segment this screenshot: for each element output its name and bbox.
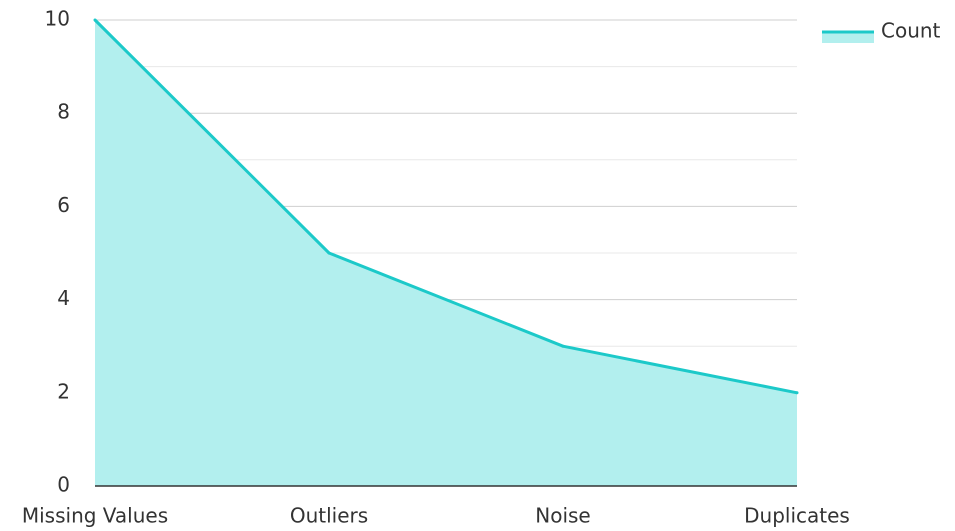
y-tick-label: 2 [57, 379, 70, 403]
y-tick-label: 10 [45, 7, 70, 31]
data-point-duplicates [795, 391, 799, 395]
axes: 0 2 4 6 8 10 Missing Values Outliers Noise Duplic… [22, 7, 850, 528]
legend: Count [822, 19, 941, 43]
y-tick-label: 4 [57, 286, 70, 310]
x-tick-label: Noise [535, 504, 590, 528]
data-point-outliers [327, 251, 331, 255]
data-point-noise [561, 344, 565, 348]
x-tick-label: Duplicates [744, 504, 850, 528]
x-tick-label: Missing Values [22, 504, 168, 528]
series-line-0 [93, 18, 798, 395]
series-area-0 [95, 20, 797, 486]
legend-swatch-fill [822, 31, 874, 43]
data-point-missing-values [93, 18, 97, 22]
x-tick-label: Outliers [290, 504, 368, 528]
plot-area [93, 18, 799, 486]
legend-label: Count [881, 19, 941, 43]
y-tick-label: 6 [57, 193, 70, 217]
y-tick-label: 8 [57, 100, 70, 124]
y-tick-label: 0 [57, 473, 70, 497]
